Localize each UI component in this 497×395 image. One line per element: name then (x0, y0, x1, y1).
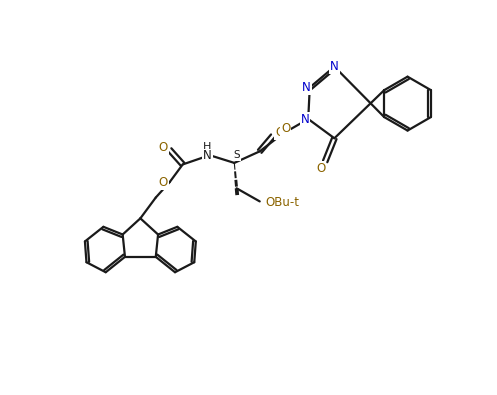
Text: O: O (275, 126, 284, 139)
Text: O: O (159, 177, 168, 190)
Text: N: N (301, 113, 310, 126)
Text: OBu-t: OBu-t (266, 196, 300, 209)
Text: N: N (203, 149, 212, 162)
Text: N: N (302, 81, 311, 94)
Text: H: H (203, 143, 212, 152)
Text: S: S (233, 150, 240, 160)
Text: O: O (316, 162, 325, 175)
Text: O: O (159, 141, 168, 154)
Text: N: N (330, 60, 339, 73)
Text: O: O (281, 122, 291, 135)
